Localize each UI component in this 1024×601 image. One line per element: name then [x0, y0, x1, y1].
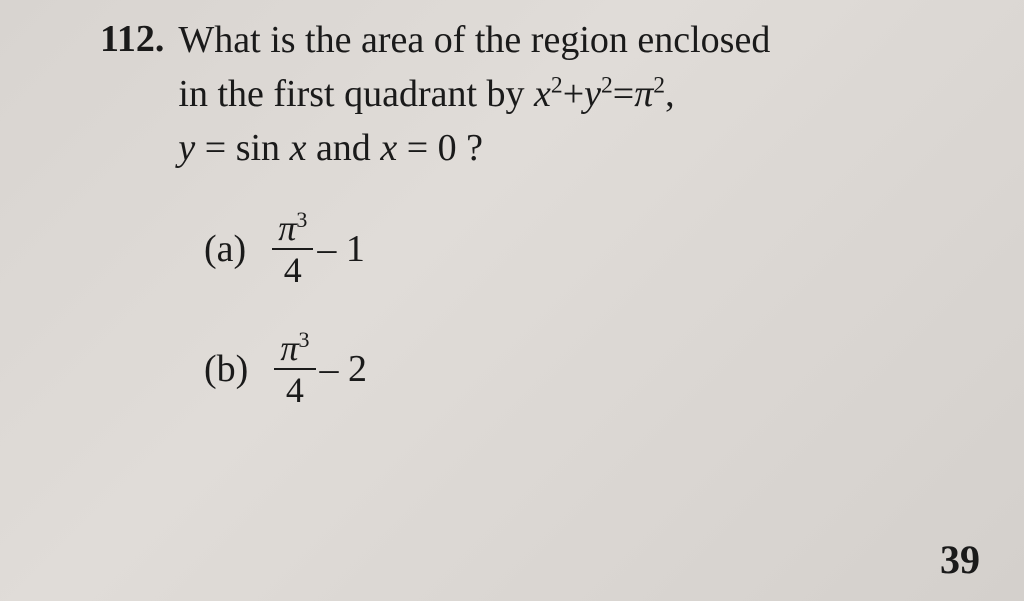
l3-and: and: [306, 127, 380, 169]
question-block: 112. What is the area of the region encl…: [100, 14, 984, 450]
l3-eq2: = 0 ?: [397, 127, 483, 169]
question-number: 112.: [100, 14, 164, 65]
eq1-plus: +: [563, 73, 584, 115]
option-b-num-base: π: [280, 328, 298, 368]
eq1-supb: 2: [601, 72, 613, 98]
option-a-label: (a): [204, 227, 246, 271]
option-b-num-sup: 3: [298, 327, 309, 352]
eq1-supa: 2: [551, 72, 563, 98]
l3-x2: x: [380, 127, 397, 169]
eq1-xa: x: [534, 73, 551, 115]
q-line2-prefix: in the first quadrant by: [178, 73, 534, 115]
option-b-label: (b): [204, 347, 248, 391]
option-a-tail: – 1: [317, 227, 365, 271]
option-a-num-sup: 3: [296, 207, 307, 232]
option-a-num-base: π: [278, 208, 296, 248]
question-row: 112. What is the area of the region encl…: [100, 14, 984, 176]
eq1-rhssup: 2: [653, 72, 665, 98]
question-text: What is the area of the region enclosed …: [178, 14, 770, 176]
option-a-den: 4: [278, 252, 308, 288]
eq1-pi: π: [634, 73, 653, 115]
eq1-comma: ,: [665, 73, 675, 115]
eq1-eq: =: [613, 73, 634, 115]
l3-x1: x: [290, 127, 307, 169]
option-b-fraction: π3 4: [274, 330, 315, 408]
option-b-den: 4: [280, 372, 310, 408]
options-list: (a) π3 4 – 1 (b) π3 4 – 2: [204, 210, 984, 408]
l3-y: y: [178, 127, 195, 169]
option-b-num: π3: [274, 330, 315, 366]
q-line1: What is the area of the region enclosed: [178, 19, 770, 61]
page-number: 39: [940, 536, 980, 583]
option-b: (b) π3 4 – 2: [204, 330, 984, 408]
option-b-tail: – 2: [320, 347, 368, 391]
option-a-fraction: π3 4: [272, 210, 313, 288]
option-a: (a) π3 4 – 1: [204, 210, 984, 288]
l3-eq1: = sin: [195, 127, 289, 169]
option-a-num: π3: [272, 210, 313, 246]
eq1-yb: y: [584, 73, 601, 115]
